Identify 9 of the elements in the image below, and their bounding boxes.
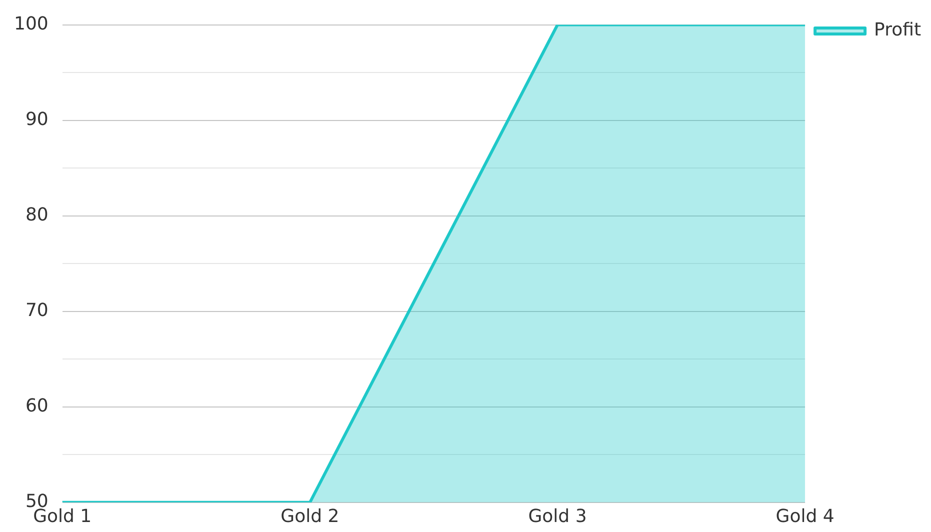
y-tick-label: 60 (25, 396, 48, 417)
y-tick-label: 90 (25, 108, 48, 130)
legend-label: Profit (874, 20, 921, 41)
x-tick-label: Gold 2 (280, 506, 340, 527)
y-tick-label: 70 (25, 300, 48, 322)
y-tick-label: 80 (25, 204, 48, 226)
x-tick-label: Gold 4 (776, 506, 834, 527)
y-tick-label: 100 (14, 13, 48, 34)
x-tick-label: Gold 3 (528, 506, 587, 527)
